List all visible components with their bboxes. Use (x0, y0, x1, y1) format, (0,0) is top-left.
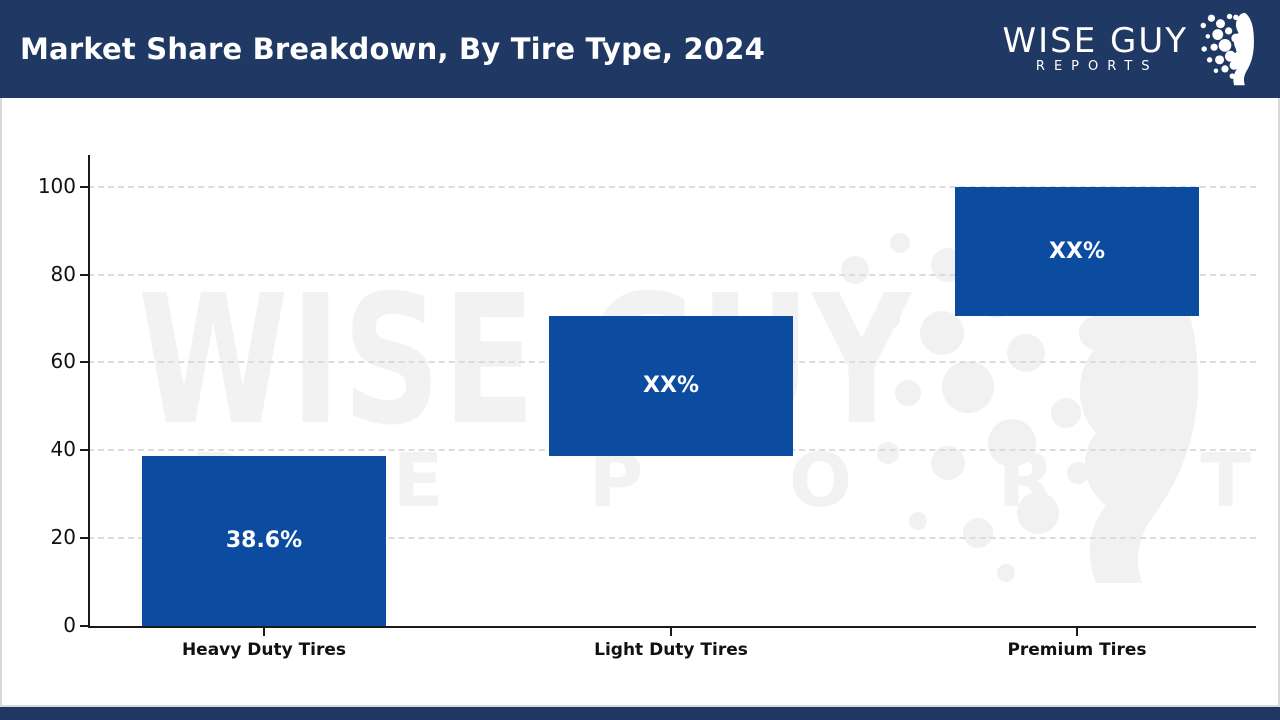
gridline (88, 537, 1256, 540)
wiseguy-face-icon (1200, 12, 1254, 86)
y-axis-line (88, 155, 90, 626)
footer-bar (0, 707, 1280, 720)
y-tick-mark (80, 361, 88, 364)
y-tick-label: 100 (37, 173, 76, 198)
bar-3 (955, 186, 1199, 316)
y-tick-label: 40 (50, 437, 76, 462)
bar-value-label: 38.6% (225, 528, 303, 554)
x-category-label: Premium Tires (1007, 640, 1147, 660)
page-title: Market Share Breakdown, By Tire Type, 20… (20, 32, 765, 66)
wiseguy-logo-wordmark: WISE GUY (1002, 20, 1188, 61)
x-tick-mark (670, 628, 672, 636)
y-tick-mark (80, 537, 88, 540)
y-tick-mark (80, 273, 88, 276)
bar-2 (549, 315, 793, 457)
y-tick-label: 0 (63, 613, 76, 637)
x-tick-mark (263, 628, 265, 636)
x-axis-line (88, 626, 1256, 628)
x-tick-mark (1076, 628, 1078, 636)
wiseguy-logo-text: WISE GUY REPORTS (1002, 20, 1188, 75)
wiseguy-logo-subtitle: REPORTS (1035, 59, 1159, 75)
y-tick-mark (80, 185, 88, 188)
bar-value-label: XX% (1049, 238, 1105, 264)
gridline (88, 273, 1256, 276)
header-bar: Market Share Breakdown, By Tire Type, 20… (0, 0, 1280, 98)
x-category-label: Light Duty Tires (594, 640, 748, 660)
y-tick-label: 20 (50, 525, 76, 550)
bar-1 (142, 456, 386, 626)
y-tick-label: 60 (50, 349, 76, 374)
wiseguy-logo: WISE GUY REPORTS (1002, 11, 1254, 87)
watermark-face-icon (841, 226, 1199, 583)
gridline (88, 185, 1256, 188)
y-tick-mark (80, 625, 88, 627)
x-category-label: Heavy Duty Tires (181, 640, 347, 660)
y-tick-mark (80, 449, 88, 452)
bar-value-label: XX% (643, 372, 699, 398)
y-tick-label: 80 (50, 261, 76, 286)
